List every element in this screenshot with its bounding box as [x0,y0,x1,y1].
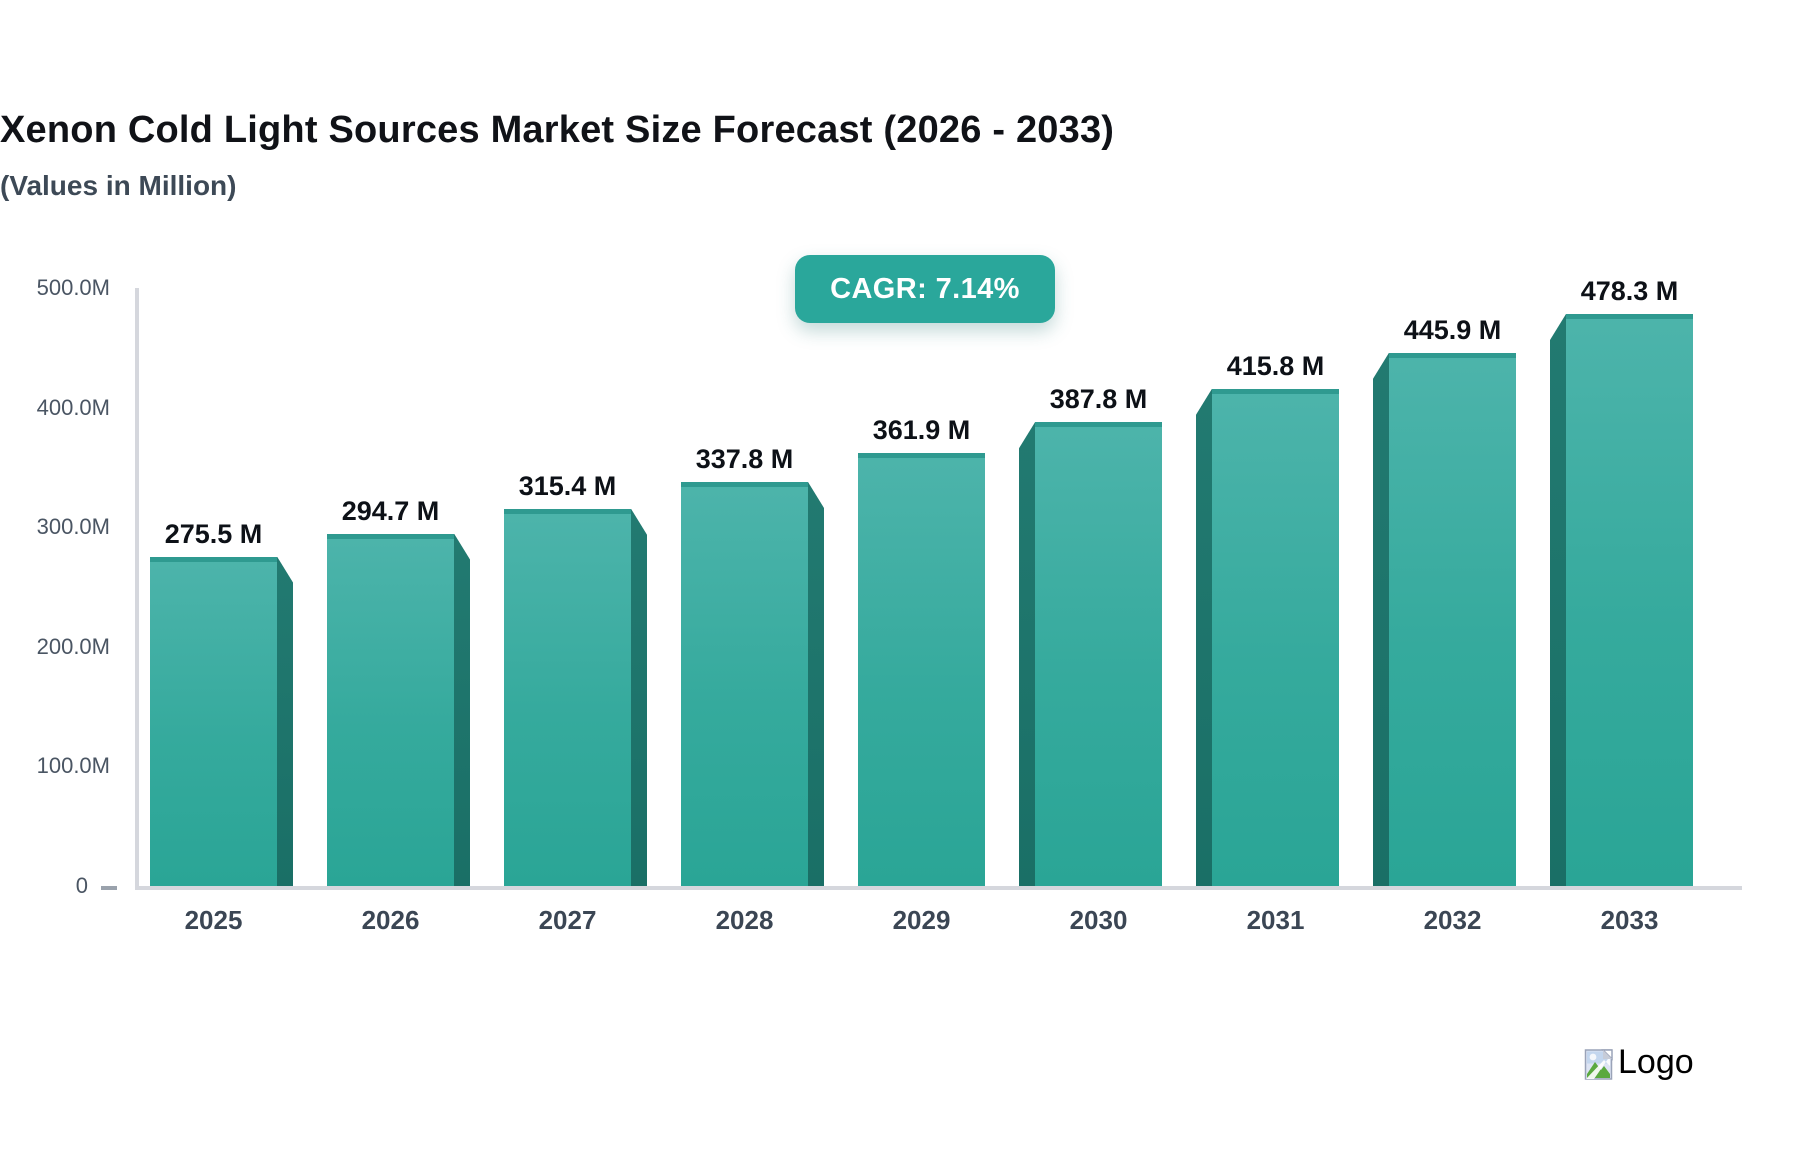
logo-text: Logo [1618,1043,1694,1081]
bar-2026[interactable] [327,533,454,886]
bar-lid-2030 [1035,422,1162,428]
bar-side-2031 [1196,388,1212,886]
y-tick-label: 0 [75,873,88,898]
y-tick-label: 100.0M [36,753,110,779]
x-tick-label: 2027 [538,905,597,935]
x-tick-label: 2025 [184,905,243,935]
bar-2032[interactable] [1389,352,1516,886]
y-tick-label: 400.0M [36,394,110,420]
x-tick-label: 2026 [361,905,420,935]
bar-lid-2028 [681,481,808,487]
x-tick-label: 2032 [1423,905,1482,935]
x-tick-label: 2028 [715,905,774,935]
x-axis-line [135,886,1742,890]
bar-value-label: 337.8 M [695,443,794,474]
zero-tick-dash [101,886,117,890]
bar-2030[interactable] [1035,422,1162,886]
cagr-badge: CAGR: 7.14% [795,255,1055,323]
y-tick-label: 300.0M [36,514,110,540]
x-tick-label: 2030 [1069,905,1128,935]
logo: Logo [1584,1038,1694,1084]
bar-value-label: 478.3 M [1580,275,1679,306]
bar-side-2030 [1019,422,1035,886]
bar-value-label: 415.8 M [1226,350,1325,381]
bar-lid-2029 [858,453,985,459]
bar-lid-2032 [1389,352,1516,358]
bar-2025[interactable] [150,556,277,886]
bar-side-2028 [808,481,824,886]
bar-value-label: 361.9 M [872,415,971,446]
bar-lid-2033 [1566,313,1693,319]
x-tick-label: 2031 [1246,905,1305,935]
bar-value-label: 387.8 M [1049,384,1148,415]
chart-subtitle: (Values in Million) [0,170,237,201]
bar-side-2025 [277,556,293,886]
bar-lid-2031 [1212,388,1339,394]
bar-2028[interactable] [681,481,808,886]
bar-side-2027 [631,508,647,886]
bar-2029[interactable] [858,453,985,886]
bar-value-label: 315.4 M [518,470,617,501]
bar-2033[interactable] [1566,313,1693,886]
bar-lid-2027 [504,508,631,514]
bar-2027[interactable] [504,508,631,886]
bar-side-2033 [1550,313,1566,886]
bar-lid-2025 [150,556,277,562]
x-tick-label: 2033 [1600,905,1659,935]
y-axis-line [135,288,139,890]
bar-lid-2026 [327,533,454,539]
bar-2031[interactable] [1212,388,1339,886]
broken-image-icon [1584,1049,1613,1080]
y-tick-label: 200.0M [36,633,110,659]
x-tick-label: 2029 [892,905,951,935]
bar-side-2026 [454,533,470,886]
bar-side-2032 [1373,352,1389,886]
y-tick-label: 500.0M [36,275,110,300]
bar-value-label: 275.5 M [164,518,263,549]
bar-value-label: 445.9 M [1403,314,1502,345]
chart-title: Xenon Cold Light Sources Market Size For… [0,109,1115,151]
bar-value-label: 294.7 M [341,495,440,526]
